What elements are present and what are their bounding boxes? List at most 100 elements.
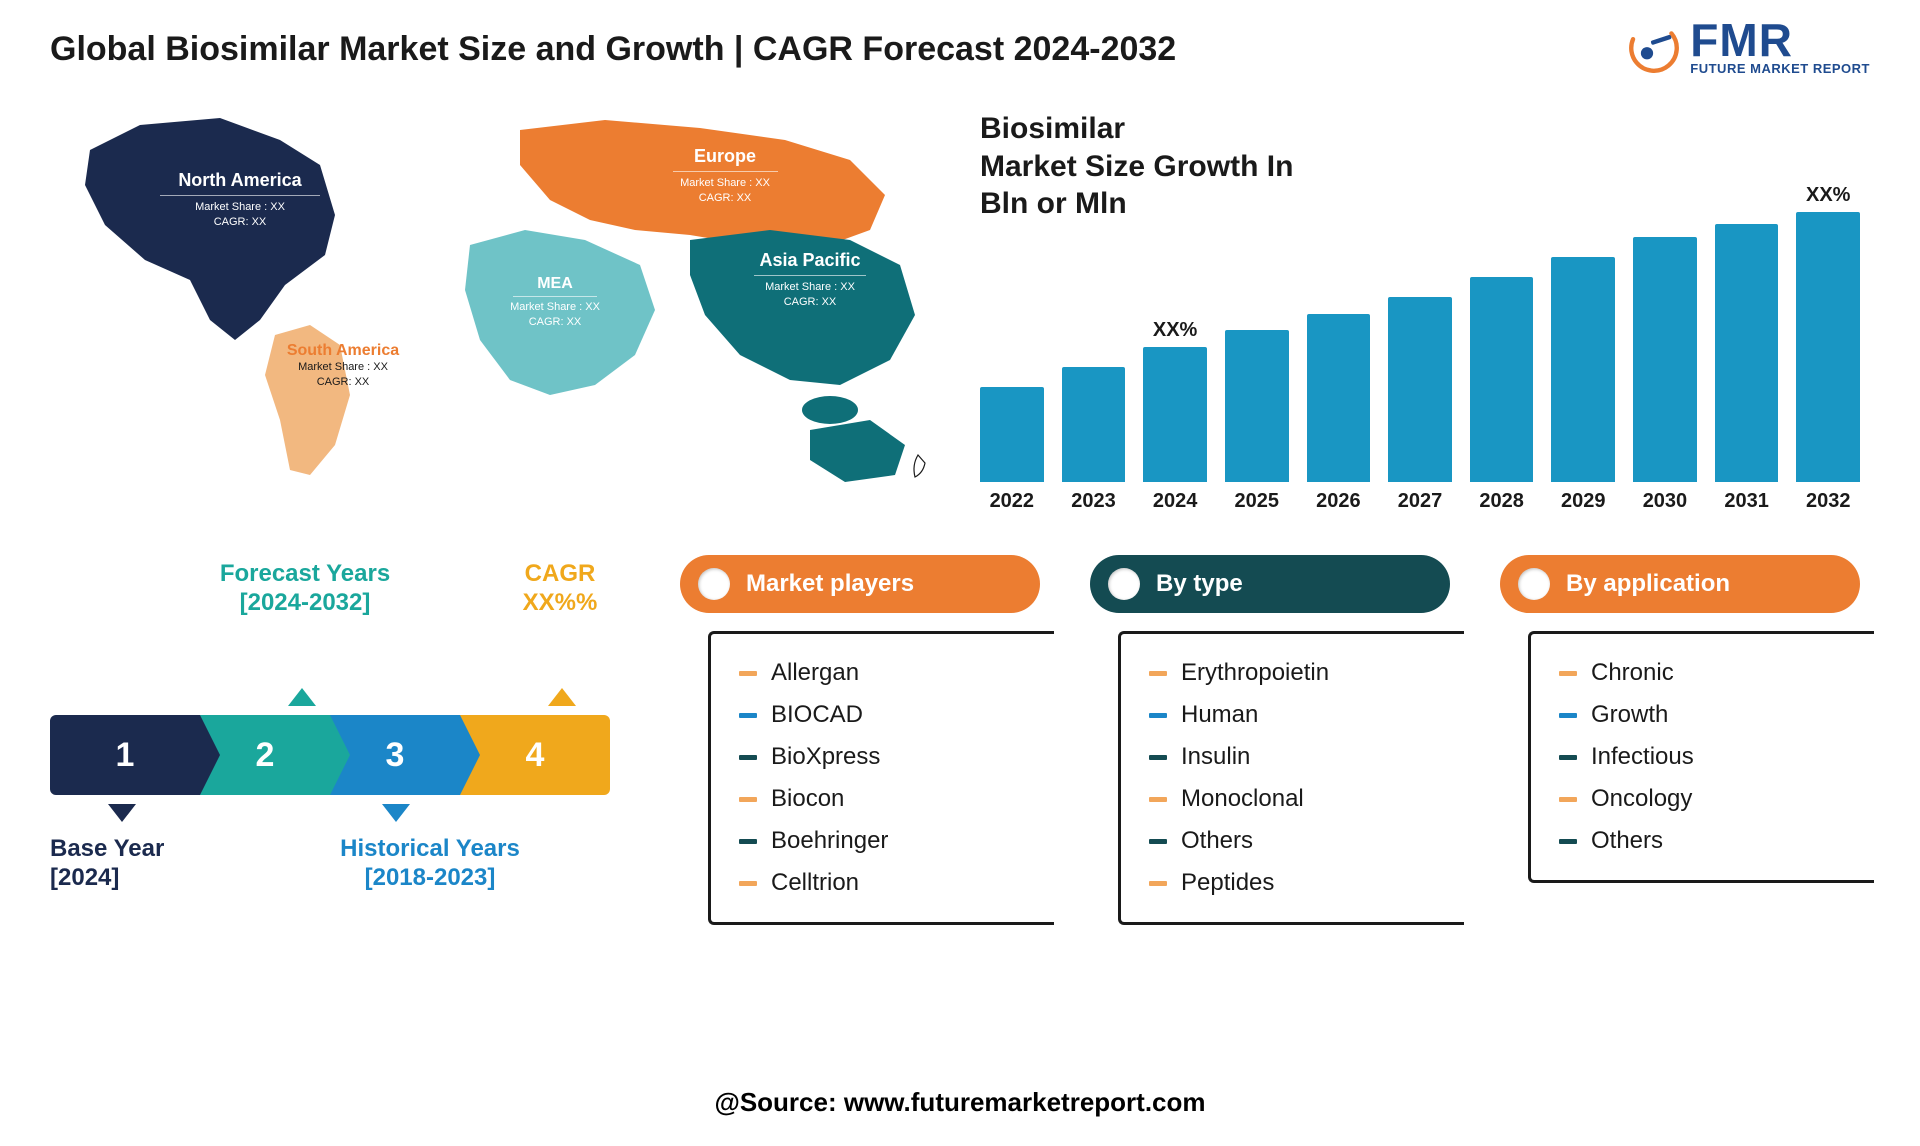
category-col-1: By type ErythropoietinHumanInsulinMonoclo…	[1090, 555, 1450, 925]
tick-icon	[739, 839, 757, 844]
tick-icon	[1149, 755, 1167, 760]
tick-icon	[1149, 881, 1167, 886]
bar-rect-2028	[1470, 277, 1534, 482]
source-text: @Source: www.futuremarketreport.com	[0, 1087, 1920, 1118]
tick-icon	[1149, 839, 1167, 844]
bar-2026: 2026	[1307, 314, 1371, 513]
category-list: ErythropoietinHumanInsulinMonoclonalOthe…	[1118, 631, 1450, 925]
list-item: Biocon	[739, 778, 1040, 820]
step-4: 4	[460, 715, 610, 795]
bar-label-2022: 2022	[990, 490, 1035, 513]
tick-icon	[1559, 713, 1577, 718]
tick-icon	[1149, 713, 1167, 718]
logo-subtext: FUTURE MARKET REPORT	[1690, 61, 1870, 76]
label-na-cagr: CAGR: XX	[160, 215, 320, 230]
bar-rect-2024	[1143, 347, 1207, 482]
bar-label-2027: 2027	[1398, 490, 1443, 513]
list-item: Infectious	[1559, 736, 1860, 778]
bullet-icon	[698, 568, 730, 600]
bar-2027: 2027	[1388, 297, 1452, 513]
bar-2031: 2031	[1715, 224, 1779, 513]
list-item-label: Growth	[1591, 694, 1668, 736]
bar-label-2025: 2025	[1234, 490, 1279, 513]
logo-text: FMR	[1690, 20, 1870, 61]
list-item-label: Oncology	[1591, 778, 1692, 820]
list-item-label: Others	[1181, 820, 1253, 862]
bar-rect-2032	[1796, 212, 1860, 482]
chart-title-line3: Bln or Mln	[980, 187, 1127, 220]
list-item-label: Human	[1181, 694, 1258, 736]
tick-icon	[1559, 839, 1577, 844]
tick-icon	[1559, 797, 1577, 802]
list-item: Allergan	[739, 652, 1040, 694]
tick-icon	[1559, 755, 1577, 760]
list-item-label: Peptides	[1181, 862, 1274, 904]
tick-icon	[739, 713, 757, 718]
bar-label-2030: 2030	[1643, 490, 1688, 513]
label-ap-cagr: CAGR: XX	[730, 295, 890, 310]
list-item: Oncology	[1559, 778, 1860, 820]
label-mea-share: Market Share : XX	[485, 300, 625, 315]
triangle-cagr-icon	[548, 688, 576, 706]
bar-label-2026: 2026	[1316, 490, 1361, 513]
bar-2023: 2023	[1062, 367, 1126, 513]
bar-2028: 2028	[1470, 277, 1534, 513]
label-na-share: Market Share : XX	[160, 200, 320, 215]
label-mea-cagr: CAGR: XX	[485, 315, 625, 330]
list-item-label: Chronic	[1591, 652, 1674, 694]
label-south-america: South America	[268, 342, 418, 360]
list-item: Insulin	[1149, 736, 1450, 778]
region-ap-australia	[810, 420, 905, 482]
step-1: 1	[50, 715, 200, 795]
list-item-label: BioXpress	[771, 736, 880, 778]
list-item-label: Monoclonal	[1181, 778, 1304, 820]
list-item-label: Allergan	[771, 652, 859, 694]
bar-rect-2025	[1225, 330, 1289, 482]
list-item-label: Boehringer	[771, 820, 888, 862]
bar-2025: 2025	[1225, 330, 1289, 513]
list-item: Chronic	[1559, 652, 1860, 694]
label-north-america: North America	[160, 170, 320, 191]
page-title: Global Biosimilar Market Size and Growth…	[50, 30, 1176, 69]
list-item-label: BIOCAD	[771, 694, 863, 736]
world-map: North America Market Share : XX CAGR: XX…	[50, 110, 930, 490]
label-eu-cagr: CAGR: XX	[650, 191, 800, 206]
categories: Market playersAllerganBIOCADBioXpressBio…	[680, 555, 1860, 925]
bar-label-2029: 2029	[1561, 490, 1606, 513]
category-header: By type	[1090, 555, 1450, 613]
list-item-label: Biocon	[771, 778, 844, 820]
logo-icon	[1626, 20, 1682, 76]
list-item: Growth	[1559, 694, 1860, 736]
bar-rect-2029	[1551, 257, 1615, 482]
list-item: Celltrion	[739, 862, 1040, 904]
category-header-text: By application	[1566, 570, 1730, 598]
list-item: Others	[1559, 820, 1860, 862]
tick-icon	[739, 671, 757, 676]
label-cagr: CAGR XX%%	[490, 560, 630, 618]
brand-logo: FMR FUTURE MARKET REPORT	[1626, 20, 1870, 76]
bar-rect-2030	[1633, 237, 1697, 482]
label-europe: Europe	[650, 146, 800, 167]
list-item-label: Erythropoietin	[1181, 652, 1329, 694]
tick-icon	[739, 881, 757, 886]
year-stepper: Forecast Years [2024-2032] CAGR XX%% 1 2…	[50, 560, 640, 920]
bar-pct-2024: XX%	[1153, 319, 1197, 342]
triangle-historical-icon	[382, 804, 410, 822]
bullet-icon	[1108, 568, 1140, 600]
category-header: By application	[1500, 555, 1860, 613]
bullet-icon	[1518, 568, 1550, 600]
list-item: Peptides	[1149, 862, 1450, 904]
bar-rect-2023	[1062, 367, 1126, 482]
label-base-year: Base Year [2024]	[50, 835, 230, 893]
triangle-base-icon	[108, 804, 136, 822]
category-list: AllerganBIOCADBioXpressBioconBoehringerC…	[708, 631, 1040, 925]
category-col-0: Market playersAllerganBIOCADBioXpressBio…	[680, 555, 1040, 925]
tick-icon	[1149, 797, 1167, 802]
chart-title: Biosimilar Market Size Growth In Bln or …	[980, 110, 1860, 223]
bar-pct-2032: XX%	[1806, 184, 1850, 207]
label-sa-share: Market Share : XX	[268, 360, 418, 375]
bar-rect-2027	[1388, 297, 1452, 482]
category-col-2: By application ChronicGrowthInfectiousOnc…	[1500, 555, 1860, 925]
triangle-forecast-icon	[288, 688, 316, 706]
bar-2030: 2030	[1633, 237, 1697, 513]
